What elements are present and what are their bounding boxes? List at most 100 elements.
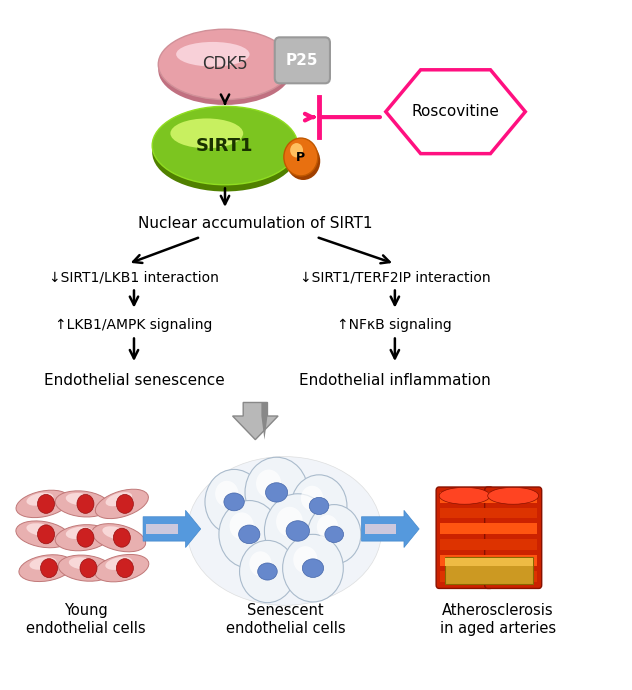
Circle shape (219, 500, 279, 568)
FancyBboxPatch shape (441, 539, 489, 550)
Circle shape (116, 495, 133, 513)
Ellipse shape (265, 483, 288, 502)
Circle shape (317, 515, 338, 539)
Circle shape (240, 540, 295, 602)
Circle shape (283, 534, 343, 602)
FancyBboxPatch shape (489, 508, 537, 518)
Text: CDK5: CDK5 (202, 55, 248, 73)
Text: Young
endothelial cells: Young endothelial cells (26, 603, 145, 635)
Ellipse shape (95, 489, 149, 519)
Ellipse shape (152, 106, 298, 185)
FancyArrow shape (233, 402, 278, 440)
Ellipse shape (258, 563, 277, 580)
Ellipse shape (158, 34, 292, 105)
Ellipse shape (92, 524, 145, 552)
Text: Endothelial senescence: Endothelial senescence (44, 373, 224, 388)
Circle shape (245, 457, 308, 528)
Ellipse shape (66, 493, 93, 505)
Ellipse shape (19, 555, 73, 582)
Circle shape (264, 494, 331, 568)
Text: SIRT1: SIRT1 (197, 137, 253, 155)
Text: ↓SIRT1/TERF2IP interaction: ↓SIRT1/TERF2IP interaction (300, 270, 490, 284)
FancyBboxPatch shape (489, 492, 537, 502)
Text: P: P (296, 150, 305, 164)
FancyArrow shape (362, 511, 419, 548)
Ellipse shape (58, 555, 112, 581)
Circle shape (284, 138, 318, 176)
Ellipse shape (66, 526, 93, 539)
Ellipse shape (286, 521, 310, 541)
Ellipse shape (325, 526, 344, 542)
Text: Senescent
endothelial cells: Senescent endothelial cells (226, 603, 346, 635)
Ellipse shape (102, 526, 129, 540)
FancyArrow shape (365, 524, 396, 534)
Circle shape (291, 475, 347, 537)
Ellipse shape (106, 492, 132, 506)
Ellipse shape (302, 559, 324, 578)
Ellipse shape (171, 119, 243, 148)
Ellipse shape (16, 490, 70, 518)
FancyBboxPatch shape (441, 508, 489, 518)
Circle shape (249, 551, 272, 576)
Text: ↓SIRT1/LKB1 interaction: ↓SIRT1/LKB1 interaction (49, 270, 219, 284)
Ellipse shape (30, 557, 56, 570)
Circle shape (77, 495, 94, 513)
Circle shape (77, 529, 94, 547)
Text: Nuclear accumulation of SIRT1: Nuclear accumulation of SIRT1 (138, 216, 373, 230)
Circle shape (276, 506, 303, 537)
Circle shape (293, 546, 317, 573)
Circle shape (290, 143, 303, 157)
Text: Atherosclerosis
in aged arteries: Atherosclerosis in aged arteries (440, 603, 556, 635)
Circle shape (116, 559, 133, 578)
FancyBboxPatch shape (485, 487, 542, 589)
Circle shape (301, 486, 323, 511)
Circle shape (215, 481, 238, 506)
Ellipse shape (106, 557, 132, 570)
Ellipse shape (176, 42, 250, 66)
FancyBboxPatch shape (441, 571, 489, 582)
FancyBboxPatch shape (445, 557, 533, 584)
Ellipse shape (224, 493, 245, 511)
FancyBboxPatch shape (275, 37, 330, 83)
Ellipse shape (187, 457, 382, 605)
Text: Roscovitine: Roscovitine (411, 104, 499, 119)
Ellipse shape (158, 29, 292, 99)
FancyArrow shape (143, 511, 201, 548)
FancyBboxPatch shape (441, 492, 489, 502)
FancyBboxPatch shape (489, 555, 537, 566)
Circle shape (80, 559, 97, 578)
Ellipse shape (55, 491, 109, 517)
Text: P25: P25 (286, 53, 319, 68)
FancyBboxPatch shape (441, 524, 489, 534)
Ellipse shape (95, 555, 149, 582)
FancyBboxPatch shape (489, 524, 537, 534)
Ellipse shape (488, 487, 538, 504)
Ellipse shape (239, 525, 260, 544)
Ellipse shape (69, 558, 96, 570)
Circle shape (286, 142, 320, 180)
Circle shape (229, 513, 254, 540)
Ellipse shape (439, 487, 490, 504)
Circle shape (205, 469, 263, 534)
Text: Endothelial inflammation: Endothelial inflammation (299, 373, 491, 388)
FancyBboxPatch shape (436, 487, 493, 589)
Circle shape (37, 495, 54, 513)
Circle shape (256, 470, 281, 497)
Circle shape (37, 525, 54, 544)
Circle shape (308, 504, 361, 564)
Ellipse shape (27, 493, 54, 506)
FancyBboxPatch shape (489, 539, 537, 550)
Ellipse shape (152, 113, 298, 192)
Polygon shape (386, 70, 525, 154)
Ellipse shape (16, 521, 70, 548)
Text: ↑NFκB signaling: ↑NFκB signaling (337, 317, 453, 332)
Text: ↑LKB1/AMPK signaling: ↑LKB1/AMPK signaling (55, 317, 213, 332)
Ellipse shape (55, 524, 109, 551)
Ellipse shape (27, 523, 54, 536)
Circle shape (40, 559, 58, 578)
FancyBboxPatch shape (441, 555, 489, 566)
FancyBboxPatch shape (445, 558, 533, 566)
FancyArrow shape (262, 402, 267, 440)
FancyBboxPatch shape (489, 571, 537, 582)
Circle shape (113, 529, 130, 547)
